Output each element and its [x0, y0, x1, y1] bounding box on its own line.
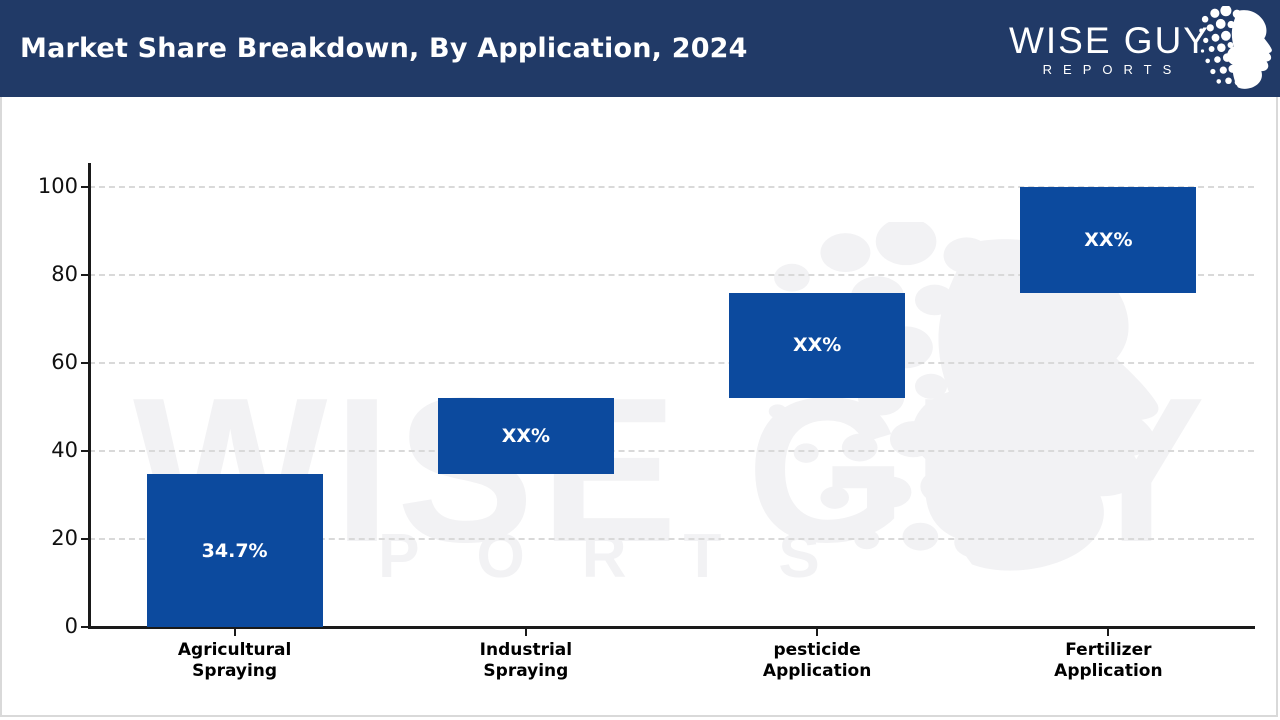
chart-title: Market Share Breakdown, By Application, … — [20, 33, 748, 64]
x-category-label-pesticide-application: pesticide Application — [762, 640, 872, 682]
y-gridline-60 — [89, 362, 1254, 364]
x-tick-mark-agricultural-spraying — [233, 628, 236, 636]
bar-pesticide-application: XX% — [729, 292, 906, 399]
y-gridline-100 — [89, 186, 1254, 188]
y-tick-mark-20 — [81, 538, 89, 540]
y-tick-label-40: 40 — [51, 438, 78, 462]
y-tick-mark-100 — [81, 186, 89, 188]
x-tick-mark-industrial-spraying — [524, 628, 527, 636]
bar-fertilizer-application: XX% — [1020, 187, 1197, 293]
y-tick-label-100: 100 — [37, 174, 78, 198]
x-category-label-fertilizer-application: Fertilizer Application — [1054, 640, 1163, 682]
brand-face-icon — [1196, 6, 1274, 92]
y-axis-line — [88, 163, 91, 629]
bar-value-label-pesticide-application: XX% — [792, 334, 842, 357]
brand-subtext: REPORTS — [1042, 62, 1183, 77]
y-tick-mark-0 — [81, 626, 89, 628]
bar-value-label-fertilizer-application: XX% — [1084, 228, 1133, 251]
y-tick-label-60: 60 — [51, 350, 78, 374]
brand-logo-text: WISE GUY REPORTS — [1009, 22, 1210, 76]
x-category-label-agricultural-spraying: Agricultural Spraying — [177, 640, 292, 682]
x-category-label-industrial-spraying: Industrial Spraying — [479, 640, 573, 682]
y-gridline-40 — [89, 450, 1254, 452]
x-tick-mark-fertilizer-application — [1107, 628, 1110, 636]
bar-value-label-agricultural-spraying: 34.7% — [201, 539, 268, 562]
header-bar: Market Share Breakdown, By Application, … — [0, 0, 1280, 97]
x-axis-line — [88, 626, 1255, 629]
y-tick-mark-40 — [81, 450, 89, 452]
y-tick-mark-80 — [81, 274, 89, 276]
brand-logo: WISE GUY REPORTS — [1009, 4, 1274, 94]
bar-agricultural-spraying: 34.7% — [146, 474, 323, 627]
x-tick-mark-pesticide-application — [816, 628, 819, 636]
y-tick-label-80: 80 — [51, 262, 78, 286]
brand-wordmark: WISE GUY — [1008, 20, 1210, 61]
y-gridline-80 — [89, 274, 1254, 276]
y-tick-mark-60 — [81, 362, 89, 364]
bar-value-label-industrial-spraying: XX% — [501, 425, 551, 448]
y-gridline-20 — [89, 538, 1254, 540]
y-tick-label-0: 0 — [64, 614, 78, 638]
y-tick-label-20: 20 — [51, 526, 78, 550]
bar-industrial-spraying: XX% — [437, 398, 614, 475]
